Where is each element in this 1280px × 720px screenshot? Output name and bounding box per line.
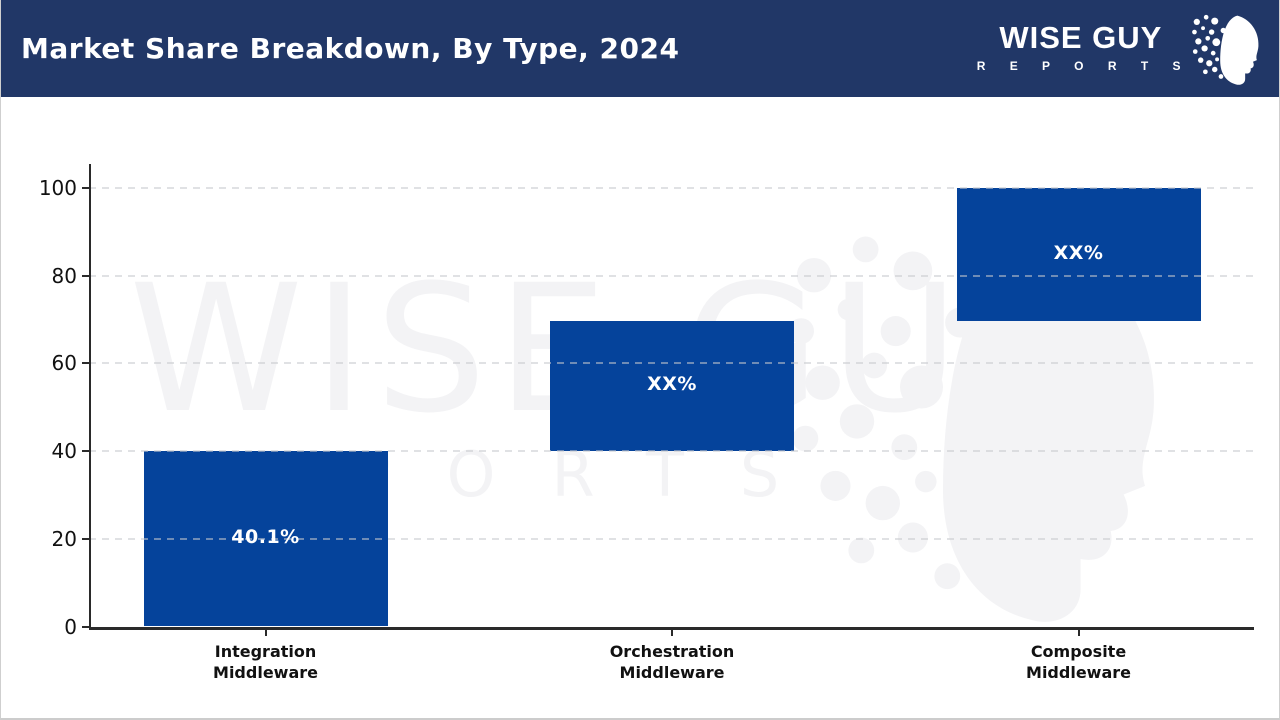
y-tick-mark-80 — [82, 274, 89, 277]
y-tick-label-20: 20 — [51, 526, 77, 551]
x-category-line1: Composite — [1030, 642, 1127, 661]
brand-logo: WISE GUY R E P O R T S — [977, 6, 1269, 92]
y-tick-mark-100 — [82, 187, 89, 189]
brand-logo-wiseguy: WISE GUY — [999, 20, 1163, 55]
x-category-line1: Integration — [214, 642, 317, 661]
bar-value-label-composite-middleware: XX% — [1053, 241, 1104, 264]
page-title: Market Share Breakdown, By Type, 2024 — [21, 32, 680, 65]
brand-logo-head-icon — [1192, 14, 1259, 85]
x-category-label-integration-middleware: Integration Middleware — [136, 641, 396, 683]
y-tick-mark-60 — [82, 362, 89, 365]
y-tick-label-0: 0 — [64, 614, 77, 639]
bar-orchestration-middleware — [550, 321, 794, 451]
x-category-line2: Middleware — [619, 663, 725, 682]
y-tick-label-80: 80 — [51, 263, 77, 288]
y-tick-label-40: 40 — [51, 439, 77, 464]
x-category-line2: Middleware — [213, 663, 318, 682]
x-category-line2: Middleware — [1026, 663, 1131, 682]
gridline-100 — [89, 187, 1254, 189]
gridline-20 — [89, 537, 1254, 540]
x-category-label-composite-middleware: Composite Middleware — [949, 641, 1209, 683]
y-tick-mark-20 — [82, 537, 89, 540]
brand-logo-reports: R E P O R T S — [976, 59, 1191, 73]
y-tick-label-60: 60 — [51, 351, 77, 376]
gridline-80 — [89, 274, 1254, 277]
x-tick-mark-integration-middleware — [264, 628, 267, 636]
y-axis-spine — [89, 164, 91, 630]
gridline-60 — [89, 362, 1254, 365]
x-category-label-orchestration-middleware: Orchestration Middleware — [542, 641, 802, 683]
brand-logo-text: WISE GUY R E P O R T S — [971, 20, 1191, 73]
bar-value-label-orchestration-middleware: XX% — [647, 372, 697, 395]
gridline-40 — [89, 450, 1254, 453]
bar-value-label-integration-middleware: 40.1% — [231, 525, 300, 548]
x-category-line1: Orchestration — [609, 642, 735, 661]
y-tick-mark-40 — [82, 450, 89, 453]
x-tick-mark-composite-middleware — [1077, 628, 1080, 636]
x-axis-spine — [89, 626, 1254, 630]
y-tick-label-100: 100 — [38, 176, 77, 200]
x-tick-mark-orchestration-middleware — [671, 628, 673, 636]
header-bar: Market Share Breakdown, By Type, 2024 WI… — [1, 0, 1279, 97]
y-tick-mark-0 — [82, 625, 89, 628]
